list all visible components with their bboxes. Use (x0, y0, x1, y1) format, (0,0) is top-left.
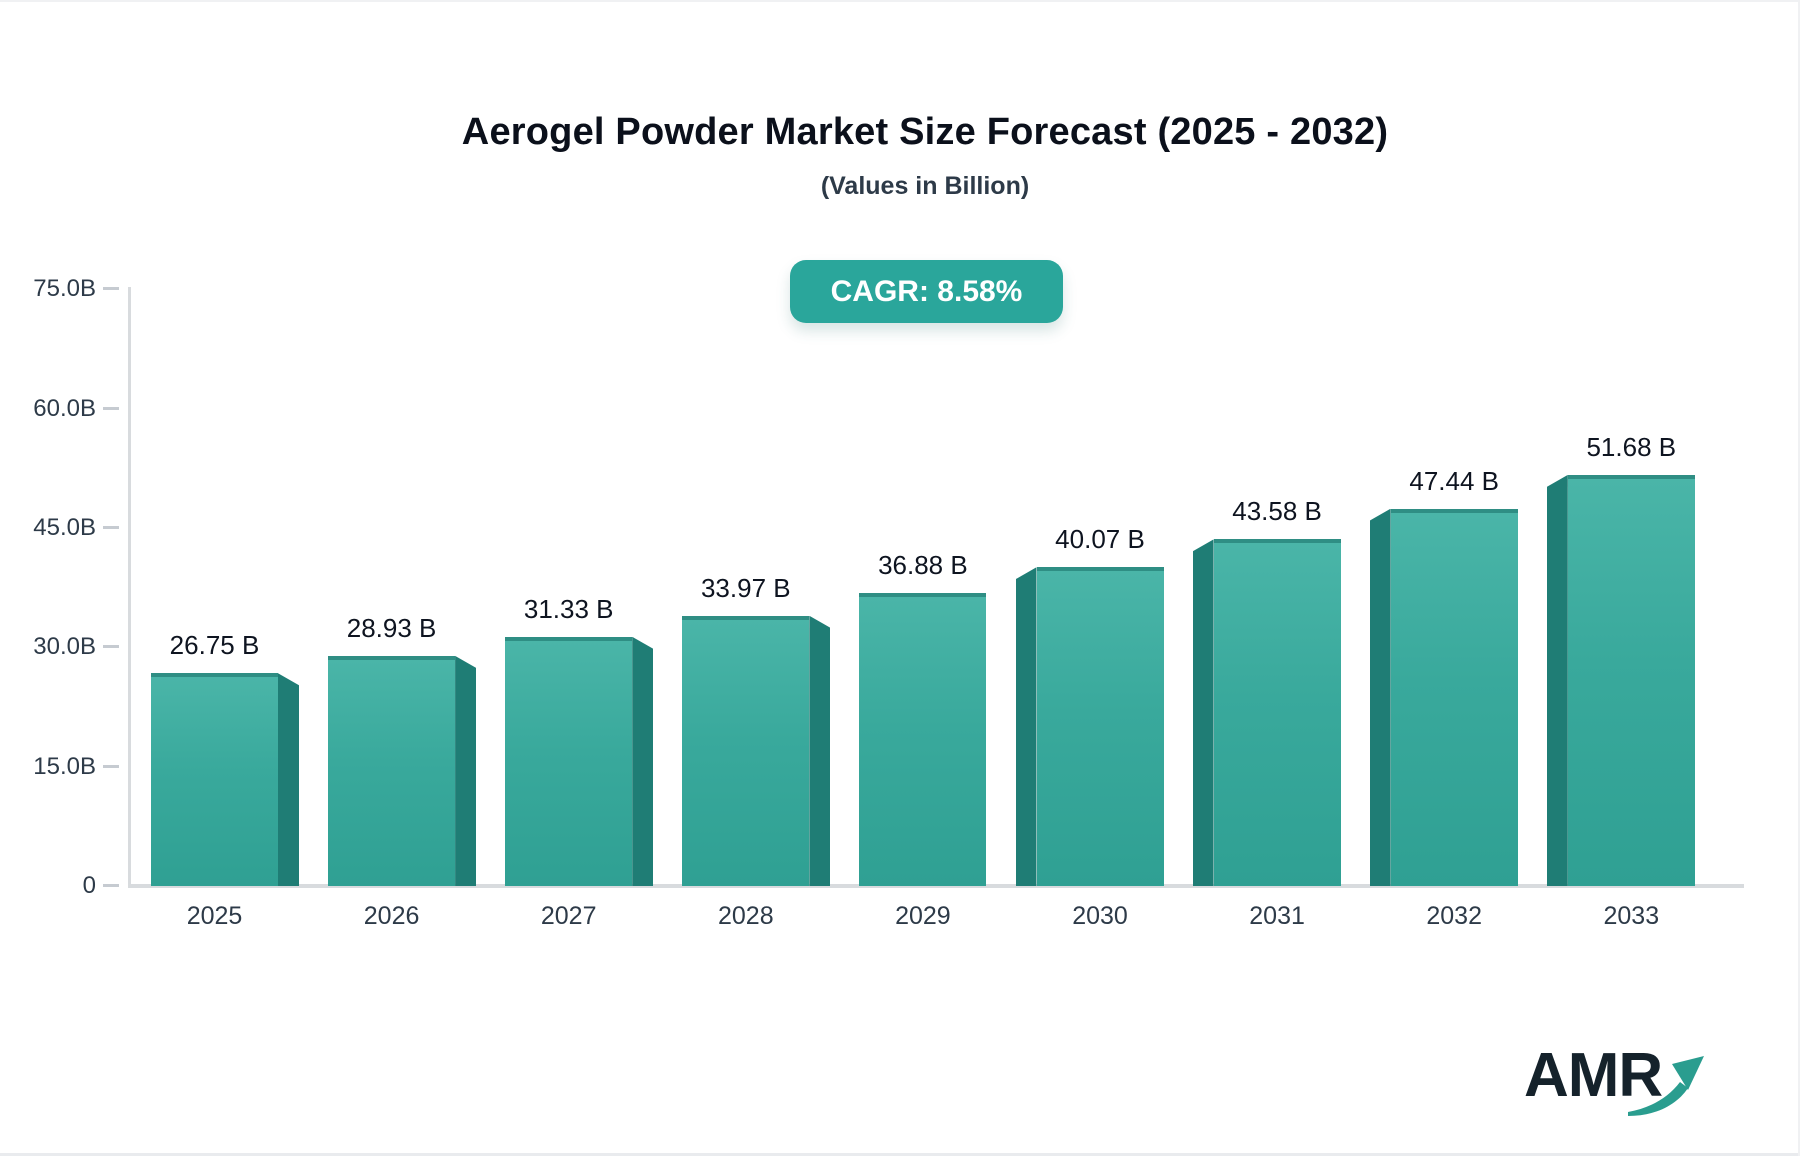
bar-2025-side (278, 673, 299, 886)
y-axis-label-75.0B: 75.0B (33, 275, 96, 303)
x-axis-label-2029: 2029 (895, 902, 951, 930)
y-axis-tick-75.0B (103, 287, 119, 291)
bar-value-2033: 51.68 B (1586, 431, 1677, 462)
y-axis-label-0: 0 (82, 872, 96, 899)
y-axis-label-45.0B: 45.0B (33, 514, 96, 542)
y-axis-tick-30.0B (103, 645, 119, 649)
cagr-badge-label: CAGR: 8.58% (830, 274, 1023, 308)
chart-header: Aerogel Powder Market Size Forecast (202… (50, 0, 1800, 202)
x-axis-label-2026: 2026 (363, 902, 420, 930)
bar-2030[interactable] (1036, 567, 1164, 886)
x-axis-label-2028: 2028 (717, 902, 774, 930)
bar-value-2028: 33.97 B (700, 572, 791, 603)
bar-2026[interactable] (328, 655, 456, 886)
bar-value-2031: 43.58 B (1232, 496, 1322, 527)
page-right-border (1798, 0, 1800, 1156)
bar-value-2025: 26.75 B (169, 630, 260, 661)
bar-2033-side (1546, 474, 1568, 886)
y-axis-line (128, 287, 131, 888)
cagr-badge: CAGR: 8.58% (790, 260, 1063, 323)
bar-2032[interactable] (1390, 508, 1518, 886)
y-axis-label-15.0B: 15.0B (33, 752, 96, 780)
page-bottom-border (0, 1153, 1800, 1156)
y-axis-label-30.0B: 30.0B (33, 633, 96, 661)
amr-logo-arrow-swoosh (1628, 1082, 1688, 1116)
x-axis-label-2032: 2032 (1426, 902, 1482, 930)
bar-2031-side (1192, 539, 1214, 886)
x-axis-label-2027: 2027 (540, 902, 597, 930)
bar-2025[interactable] (151, 673, 278, 886)
y-axis-tick-0 (103, 884, 119, 887)
page-top-border (0, 0, 1800, 2)
x-axis-line (128, 884, 1744, 888)
bar-value-2026: 28.93 B (346, 612, 437, 643)
bar-2027-side (632, 636, 654, 886)
bar-value-2027: 31.33 B (523, 593, 614, 624)
amr-logo-text: AMR (1524, 1041, 1662, 1110)
x-axis-label-2030: 2030 (1072, 902, 1128, 930)
x-axis-label-2025: 2025 (186, 902, 243, 930)
bar-2027[interactable] (505, 636, 633, 886)
y-axis-tick-45.0B (103, 526, 119, 530)
y-axis-tick-60.0B (103, 406, 119, 410)
x-axis-label-2033: 2033 (1603, 902, 1660, 930)
bar-2028-side (809, 615, 831, 886)
amr-logo[interactable]: AMR (1522, 1028, 1712, 1124)
bar-2029[interactable] (859, 592, 987, 886)
bar-value-2030: 40.07 B (1055, 524, 1145, 555)
bar-2032-side (1369, 508, 1391, 886)
chart-subtitle: (Values in Billion) (820, 172, 1030, 200)
bar-2026-side (455, 655, 477, 886)
x-axis-label-2031: 2031 (1249, 902, 1305, 930)
y-axis-tick-15.0B (103, 764, 119, 768)
chart-title: Aerogel Powder Market Size Forecast (202… (461, 111, 1389, 153)
bar-2028[interactable] (682, 615, 810, 886)
amr-logo-arrow-head (1672, 1056, 1704, 1090)
bar-2030-side (1015, 567, 1037, 886)
bar-2033[interactable] (1567, 474, 1695, 886)
bar-2031[interactable] (1213, 539, 1341, 886)
bar-value-2032: 47.44 B (1409, 465, 1499, 496)
bar-value-2029: 36.88 B (878, 549, 968, 580)
y-axis-label-60.0B: 60.0B (33, 394, 96, 422)
